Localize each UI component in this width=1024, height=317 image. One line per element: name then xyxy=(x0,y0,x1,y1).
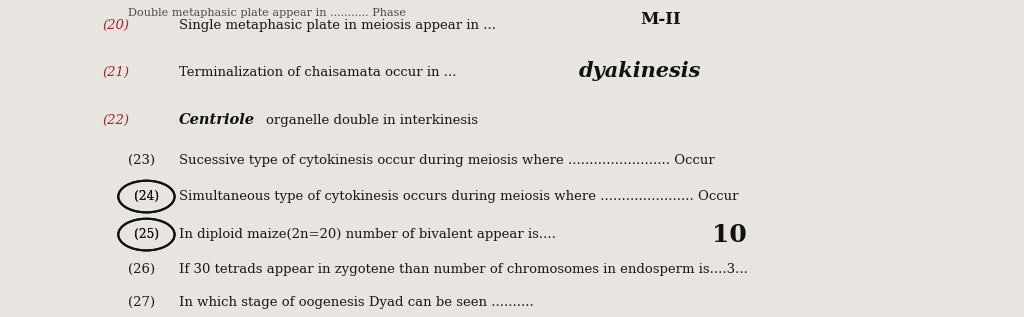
Text: (23): (23) xyxy=(128,153,155,167)
Text: Terminalization of chaisamata occur in ...: Terminalization of chaisamata occur in .… xyxy=(179,66,457,80)
Text: Centriole: Centriole xyxy=(179,113,255,127)
Text: dyakinesis: dyakinesis xyxy=(579,61,701,81)
Text: Double metaphasic plate appear in ........... Phase: Double metaphasic plate appear in ......… xyxy=(128,8,406,18)
Text: In diploid maize(2n=20) number of bivalent appear is....: In diploid maize(2n=20) number of bivale… xyxy=(179,228,556,241)
Text: (22): (22) xyxy=(102,114,129,127)
Text: M-II: M-II xyxy=(640,10,681,28)
Text: (20): (20) xyxy=(102,19,129,32)
Text: If 30 tetrads appear in zygotene than number of chromosomes in endosperm is....3: If 30 tetrads appear in zygotene than nu… xyxy=(179,263,749,276)
Text: Single metaphasic plate in meiosis appear in ...: Single metaphasic plate in meiosis appea… xyxy=(179,19,497,32)
Text: (25): (25) xyxy=(134,228,159,241)
Text: (26): (26) xyxy=(128,263,155,276)
Text: (21): (21) xyxy=(102,66,129,80)
Text: (24): (24) xyxy=(134,190,159,203)
Text: Simultaneous type of cytokinesis occurs during meiosis where ...................: Simultaneous type of cytokinesis occurs … xyxy=(179,190,738,203)
Text: In which stage of oogenesis Dyad can be seen ..........: In which stage of oogenesis Dyad can be … xyxy=(179,296,534,309)
Text: 10: 10 xyxy=(712,223,746,247)
Text: (24): (24) xyxy=(134,190,159,203)
Text: organelle double in interkinesis: organelle double in interkinesis xyxy=(266,114,478,127)
Text: (27): (27) xyxy=(128,296,155,309)
Text: Sucessive type of cytokinesis occur during meiosis where .......................: Sucessive type of cytokinesis occur duri… xyxy=(179,153,715,167)
Text: (25): (25) xyxy=(134,228,159,241)
